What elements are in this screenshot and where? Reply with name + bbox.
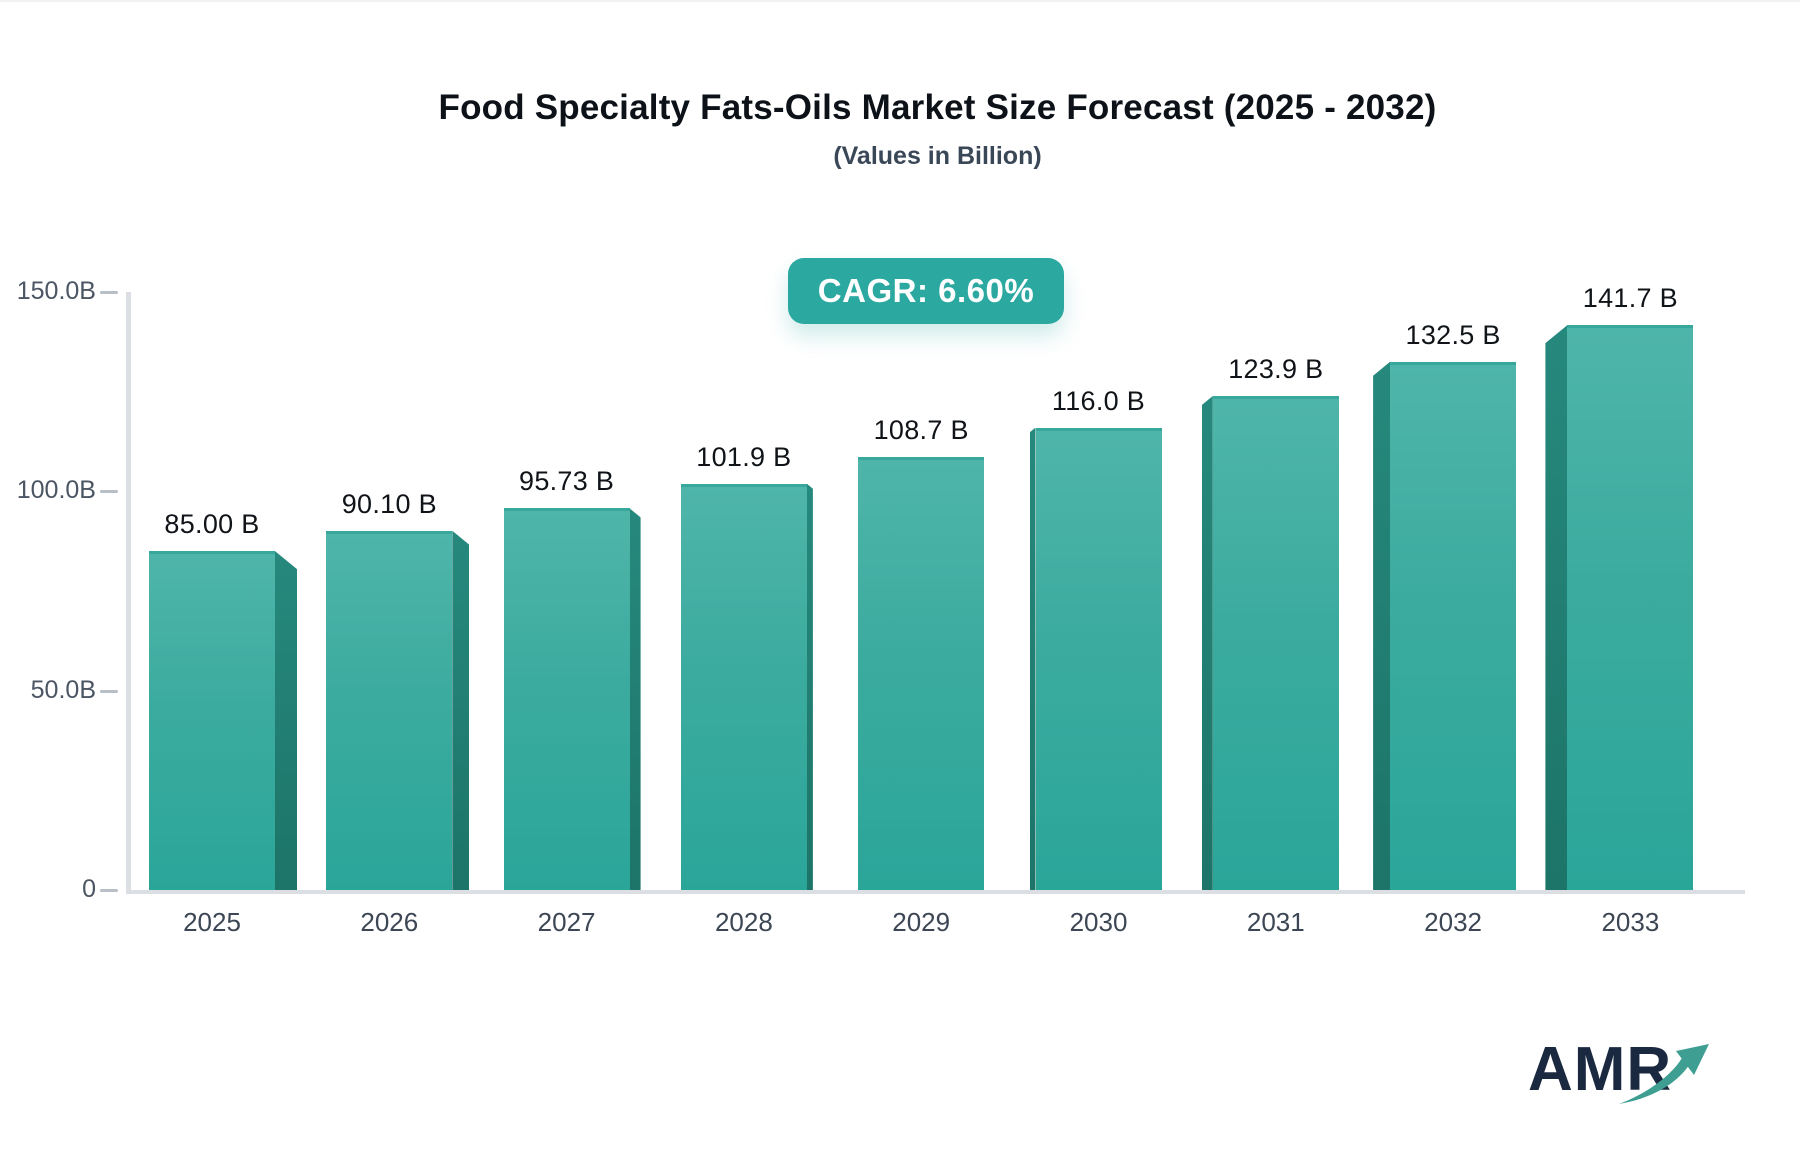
bar-value-label-2027: 95.73 B xyxy=(519,466,615,497)
bar-2026 xyxy=(326,530,453,890)
bar-2033 xyxy=(1567,325,1694,890)
chart-header: Food Specialty Fats-Oils Market Size For… xyxy=(130,88,1745,171)
cagr-badge-label: CAGR: 6.60% xyxy=(817,272,1035,309)
x-axis-label-2033: 2033 xyxy=(1601,907,1660,937)
bar-2031 xyxy=(1212,396,1339,890)
x-axis-line xyxy=(126,890,1745,894)
growth-arrow-icon xyxy=(1619,1044,1709,1104)
bar-side-2033 xyxy=(1545,325,1568,890)
bar-2025 xyxy=(149,551,275,890)
y-tick-label: 100.0B xyxy=(16,476,96,505)
y-tick-label: 0 xyxy=(82,875,96,903)
y-tick-mark xyxy=(100,291,118,294)
x-axis-label-2025: 2025 xyxy=(183,907,241,937)
y-tick-mark xyxy=(100,490,118,494)
bar-side-2032 xyxy=(1373,361,1391,890)
x-axis-label-2031: 2031 xyxy=(1246,907,1305,937)
bar-2029 xyxy=(858,456,985,890)
chart-title: Food Specialty Fats-Oils Market Size For… xyxy=(438,88,1437,127)
bar-value-label-2032: 132.5 B xyxy=(1405,319,1501,350)
x-axis-label-2027: 2027 xyxy=(537,907,596,937)
bar-value-label-2029: 108.7 B xyxy=(873,414,969,445)
bar-side-2031 xyxy=(1201,396,1213,890)
bar-side-2028 xyxy=(806,483,813,890)
bar-value-label-2025: 85.00 B xyxy=(164,509,260,540)
bar-side-2030 xyxy=(1029,427,1036,890)
bar-side-2027 xyxy=(629,508,641,890)
bar-2027 xyxy=(503,508,630,890)
bar-value-label-2033: 141.7 B xyxy=(1582,283,1678,314)
bar-value-label-2031: 123.9 B xyxy=(1228,354,1324,385)
bar-2032 xyxy=(1390,361,1517,890)
x-axis-label-2030: 2030 xyxy=(1069,907,1128,937)
x-axis-label-2029: 2029 xyxy=(892,907,951,937)
bar-value-label-2026: 90.10 B xyxy=(341,488,437,519)
y-tick-label: 50.0B xyxy=(30,675,96,704)
y-tick-label: 150.0B xyxy=(16,277,96,305)
amr-logo: AMR xyxy=(1528,1034,1738,1126)
cagr-badge: CAGR: 6.60% xyxy=(788,258,1064,324)
y-tick-mark xyxy=(100,889,118,892)
y-tick-mark xyxy=(100,689,118,693)
x-axis-label-2032: 2032 xyxy=(1424,907,1483,937)
y-axis-line xyxy=(126,292,131,894)
x-axis-label-2026: 2026 xyxy=(360,907,419,937)
bar-side-2026 xyxy=(452,530,470,890)
bar-side-2025 xyxy=(275,551,297,890)
bar-value-label-2030: 116.0 B xyxy=(1051,385,1146,416)
chart-subtitle: (Values in Billion) xyxy=(833,142,1042,170)
bar-value-label-2028: 101.9 B xyxy=(696,441,792,472)
x-axis-label-2028: 2028 xyxy=(714,907,773,937)
bar-2028 xyxy=(680,483,807,890)
bar-2030 xyxy=(1035,427,1162,890)
